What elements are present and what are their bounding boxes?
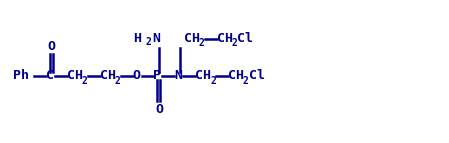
Text: H: H: [133, 32, 141, 45]
Text: O: O: [155, 103, 163, 116]
Text: 2: 2: [198, 38, 205, 48]
Text: 2: 2: [82, 76, 88, 86]
Text: Cl: Cl: [238, 32, 253, 45]
Text: P: P: [154, 69, 162, 82]
Text: CH: CH: [195, 69, 211, 82]
Text: Cl: Cl: [249, 69, 265, 82]
Text: 2: 2: [231, 38, 238, 48]
Text: Ph: Ph: [13, 69, 29, 82]
Text: O: O: [48, 40, 56, 53]
Text: CH: CH: [184, 32, 200, 45]
Text: CH: CH: [67, 69, 83, 82]
Text: 2: 2: [146, 37, 152, 47]
Text: C: C: [46, 69, 54, 82]
Text: N: N: [152, 32, 160, 45]
Text: CH: CH: [100, 69, 116, 82]
Text: 2: 2: [114, 76, 121, 86]
Text: 2: 2: [210, 76, 216, 86]
Text: 2: 2: [243, 76, 249, 86]
Text: N: N: [174, 69, 182, 82]
Text: CH: CH: [216, 32, 233, 45]
Text: O: O: [132, 69, 141, 82]
Text: CH: CH: [228, 69, 244, 82]
